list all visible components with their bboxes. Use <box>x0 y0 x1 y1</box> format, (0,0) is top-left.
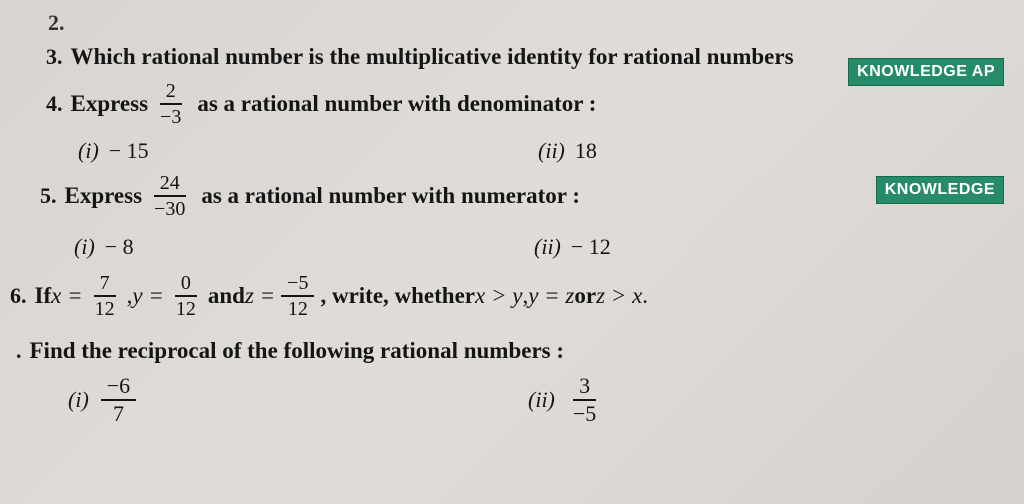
q4-frac-num: 2 <box>160 80 182 105</box>
q7-number: . <box>16 338 22 364</box>
q7-option-i: (i) −6 7 <box>68 374 528 426</box>
q5-opt-ii-label: (ii) <box>534 234 561 259</box>
q6-y-eq: y = <box>132 283 163 309</box>
q4-opt-i-val: − 15 <box>109 138 149 163</box>
q4-options: (i) − 15 (ii) 18 <box>78 138 1004 164</box>
q5-option-i: (i) − 8 <box>74 194 534 260</box>
q7-opt-i-den: 7 <box>107 401 130 426</box>
q6-prefix: If <box>35 283 52 309</box>
q6-rel1: x > y <box>475 283 522 309</box>
q6-y-frac: 0 12 <box>170 272 202 320</box>
q6-suffix: , write, whether <box>320 283 475 309</box>
q7-options: (i) −6 7 (ii) 3 −5 <box>68 374 1004 426</box>
q4-suffix: as a rational number with denominator : <box>197 91 596 117</box>
q6-z-frac: −5 12 <box>281 272 314 320</box>
q6-x-frac: 7 12 <box>89 272 121 320</box>
q5-opt-i-val: − 8 <box>105 234 134 259</box>
q6-x-eq: x = <box>51 283 82 309</box>
question-2-partial: 2. <box>48 10 1004 36</box>
q4-opt-ii-label: (ii) <box>538 138 565 163</box>
q3-text: Which rational number is the multiplicat… <box>71 44 794 70</box>
q7-opt-ii-label: (ii) <box>528 387 555 413</box>
q6-z-den: 12 <box>282 297 314 320</box>
q7-option-ii: (ii) 3 −5 <box>528 374 1004 426</box>
q5-number: 5. <box>40 183 57 209</box>
q6-z-num: −5 <box>281 272 314 297</box>
q6-x-den: 12 <box>89 297 121 320</box>
q5-opt-ii-val: − 12 <box>571 234 611 259</box>
q7-opt-i-label: (i) <box>68 387 89 413</box>
q4-prefix: Express <box>71 91 149 117</box>
q5-opt-i-label: (i) <box>74 234 95 259</box>
q4-opt-i-label: (i) <box>78 138 99 163</box>
q6-number: 6. <box>10 283 27 309</box>
q2-number: 2. <box>48 10 65 36</box>
q6-y-num: 0 <box>175 272 197 297</box>
q6-rel3: z > x <box>596 283 642 309</box>
q7-opt-i-num: −6 <box>101 374 136 401</box>
q6-z-eq: z = <box>245 283 275 309</box>
question-7: . Find the reciprocal of the following r… <box>16 338 1004 364</box>
knowledge-badge-1: KNOWLEDGE AP <box>848 58 1004 86</box>
q6-dot: . <box>642 283 648 309</box>
q3-number: 3. <box>46 44 63 70</box>
question-4: 4. Express 2 −3 as a rational number wit… <box>46 80 1004 128</box>
q6-x-num: 7 <box>94 272 116 297</box>
page-content: 2. 3. Which rational number is the multi… <box>20 8 1004 426</box>
knowledge-badge-2: KNOWLEDGE <box>876 176 1004 204</box>
q7-text: Find the reciprocal of the following rat… <box>30 338 565 364</box>
q7-opt-i-frac: −6 7 <box>101 374 136 426</box>
q6-or: or <box>574 283 596 309</box>
q4-option-i: (i) − 15 <box>78 138 538 164</box>
q6-and: and <box>208 283 245 309</box>
q4-fraction: 2 −3 <box>154 80 187 128</box>
q4-option-ii: (ii) 18 <box>538 138 1004 164</box>
q4-number: 4. <box>46 91 63 117</box>
q6-rel2: y = z <box>528 283 574 309</box>
q5-options: (i) − 8 (ii) − 12 <box>74 194 1004 260</box>
q7-opt-ii-den: −5 <box>567 401 602 426</box>
q7-opt-ii-frac: 3 −5 <box>567 374 602 426</box>
question-6: 6. If x = 7 12 , y = 0 12 and z = −5 12 … <box>10 272 1004 320</box>
q4-opt-ii-val: 18 <box>575 138 597 163</box>
q6-y-den: 12 <box>170 297 202 320</box>
q7-opt-ii-num: 3 <box>573 374 596 401</box>
q4-frac-den: −3 <box>154 105 187 128</box>
